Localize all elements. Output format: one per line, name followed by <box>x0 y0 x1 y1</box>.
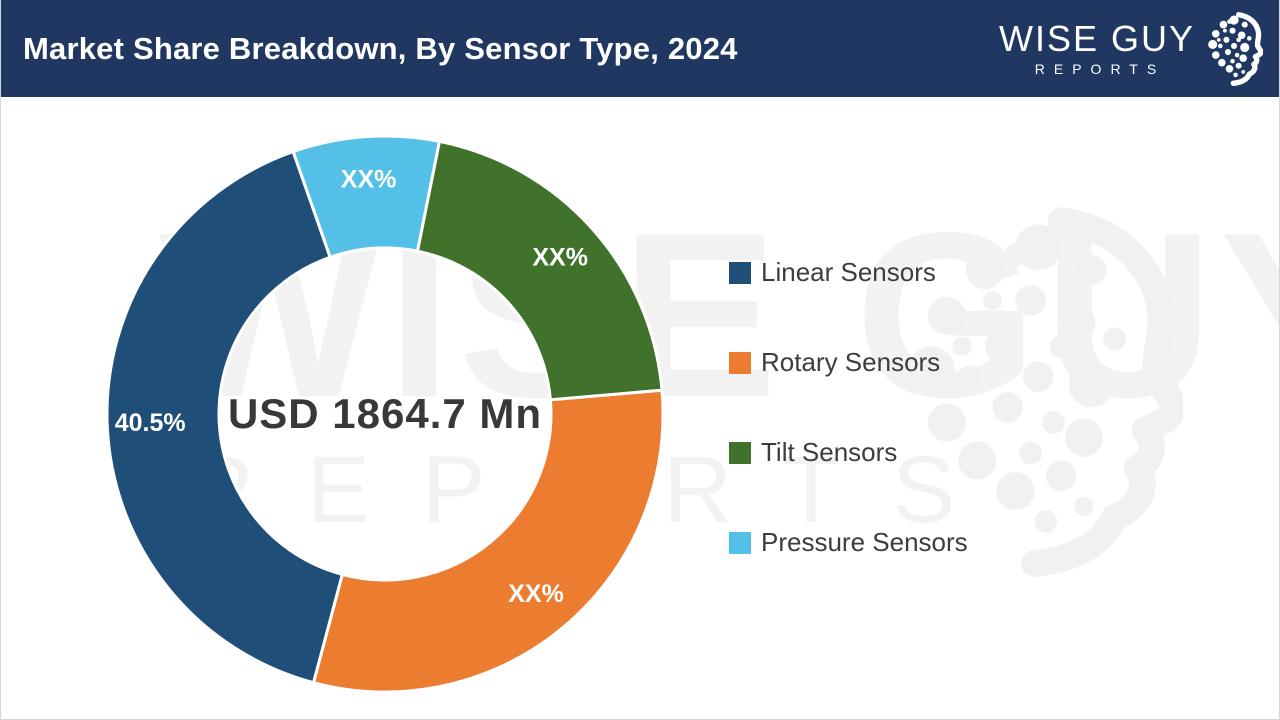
donut-chart-svg: XX% XX% XX% 40.5% <box>105 134 665 694</box>
header-bar: Market Share Breakdown, By Sensor Type, … <box>1 0 1279 97</box>
legend-label: Linear Sensors <box>761 257 936 287</box>
page-title: Market Share Breakdown, By Sensor Type, … <box>23 30 738 66</box>
legend-swatch <box>729 441 751 464</box>
logo-head-dots-icon <box>1199 10 1263 88</box>
chart-area: WISE GUY REPORTS XX%XX%XX%40.5% USD 1864… <box>1 97 1279 719</box>
logo-text: WISE GUY REPORTS <box>998 18 1195 77</box>
slice-label-linear-sensors: 40.5% <box>115 409 186 437</box>
chart-legend: Linear Sensors Rotary Sensors Tilt Senso… <box>729 257 968 558</box>
slice-rotary-sensors <box>312 388 665 694</box>
slice-tilt-sensors <box>416 139 664 402</box>
legend-item-linear-sensors: Linear Sensors <box>729 257 968 288</box>
legend-swatch <box>729 351 751 374</box>
legend-label: Tilt Sensors <box>761 437 898 467</box>
slice-linear-sensors <box>105 150 344 685</box>
slice-label-tilt-sensors: XX% <box>532 243 588 271</box>
slice-label-pressure-sensors: XX% <box>341 166 397 194</box>
slice-label-rotary-sensors: XX% <box>508 580 564 608</box>
legend-swatch <box>729 261 751 284</box>
legend-label: Pressure Sensors <box>761 527 968 557</box>
legend-swatch <box>729 531 751 554</box>
legend-label: Rotary Sensors <box>761 347 941 377</box>
logo-wordmark: WISE GUY <box>998 18 1195 59</box>
legend-item-rotary-sensors: Rotary Sensors <box>729 347 968 378</box>
legend-item-tilt-sensors: Tilt Sensors <box>729 437 968 468</box>
logo-subtitle: REPORTS <box>1034 61 1166 77</box>
legend-item-pressure-sensors: Pressure Sensors <box>729 527 968 558</box>
wise-guy-logo: WISE GUY REPORTS <box>999 10 1263 88</box>
donut-center-value: USD 1864.7 Mn <box>227 390 543 437</box>
